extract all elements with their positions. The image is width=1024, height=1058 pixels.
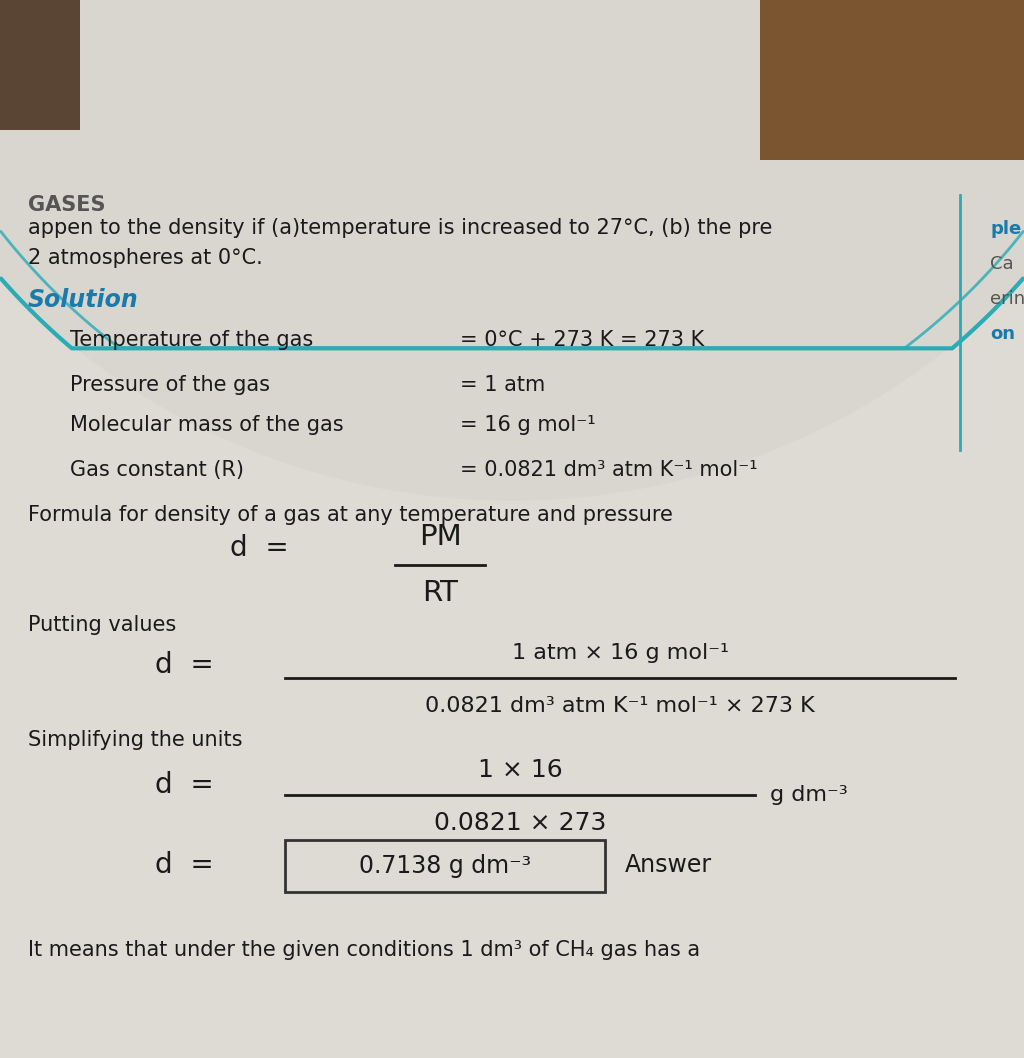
Text: Pressure of the gas: Pressure of the gas (70, 375, 270, 395)
Text: RT: RT (422, 579, 458, 607)
Bar (285, 840, 605, 892)
Text: Gas constant (R): Gas constant (R) (70, 460, 244, 480)
Bar (0, 0, 1024, 120)
Text: d  =: d = (155, 651, 214, 679)
Text: It means that under the given conditions 1 dm³ of CH₄ gas has a: It means that under the given conditions… (28, 940, 700, 960)
Text: = 0°C + 273 K = 273 K: = 0°C + 273 K = 273 K (460, 330, 705, 350)
Text: = 0.0821 dm³ atm K⁻¹ mol⁻¹: = 0.0821 dm³ atm K⁻¹ mol⁻¹ (460, 460, 758, 480)
Text: 1 × 16: 1 × 16 (477, 758, 562, 782)
Text: appen to the density if (a)temperature is increased to 27°C, (b) the pre: appen to the density if (a)temperature i… (28, 218, 772, 238)
Text: PM: PM (419, 523, 462, 551)
Text: 0.7138 g dm⁻³: 0.7138 g dm⁻³ (359, 854, 531, 878)
Text: Answer: Answer (625, 853, 712, 877)
FancyBboxPatch shape (0, 75, 1024, 1058)
Text: 2 atmospheres at 0°C.: 2 atmospheres at 0°C. (28, 248, 263, 268)
Text: GASES: GASES (28, 195, 105, 215)
Text: Temperature of the gas: Temperature of the gas (70, 330, 313, 350)
Text: g dm⁻³: g dm⁻³ (770, 785, 848, 805)
Text: d  =: d = (155, 851, 214, 879)
Text: = 1 atm: = 1 atm (460, 375, 545, 395)
Text: ple: ple (990, 220, 1021, 238)
Text: Formula for density of a gas at any temperature and pressure: Formula for density of a gas at any temp… (28, 505, 673, 525)
Text: Solution: Solution (28, 288, 138, 312)
Text: erin: erin (990, 290, 1024, 308)
Text: 0.0821 × 273: 0.0821 × 273 (434, 811, 606, 835)
Text: 1 atm × 16 g mol⁻¹: 1 atm × 16 g mol⁻¹ (512, 643, 728, 663)
Text: = 16 g mol⁻¹: = 16 g mol⁻¹ (460, 415, 596, 435)
Text: d  =: d = (230, 534, 289, 562)
Text: 0.0821 dm³ atm K⁻¹ mol⁻¹ × 273 K: 0.0821 dm³ atm K⁻¹ mol⁻¹ × 273 K (425, 696, 815, 716)
Text: d  =: d = (155, 771, 214, 799)
Text: Putting values: Putting values (28, 615, 176, 635)
Text: Molecular mass of the gas: Molecular mass of the gas (70, 415, 344, 435)
Text: on: on (990, 325, 1015, 343)
Bar (0, 0, 80, 130)
Bar (0, 80, 1024, 280)
Text: Ca: Ca (990, 255, 1014, 273)
Text: Simplifying the units: Simplifying the units (28, 730, 243, 750)
Bar (760, 0, 1024, 160)
